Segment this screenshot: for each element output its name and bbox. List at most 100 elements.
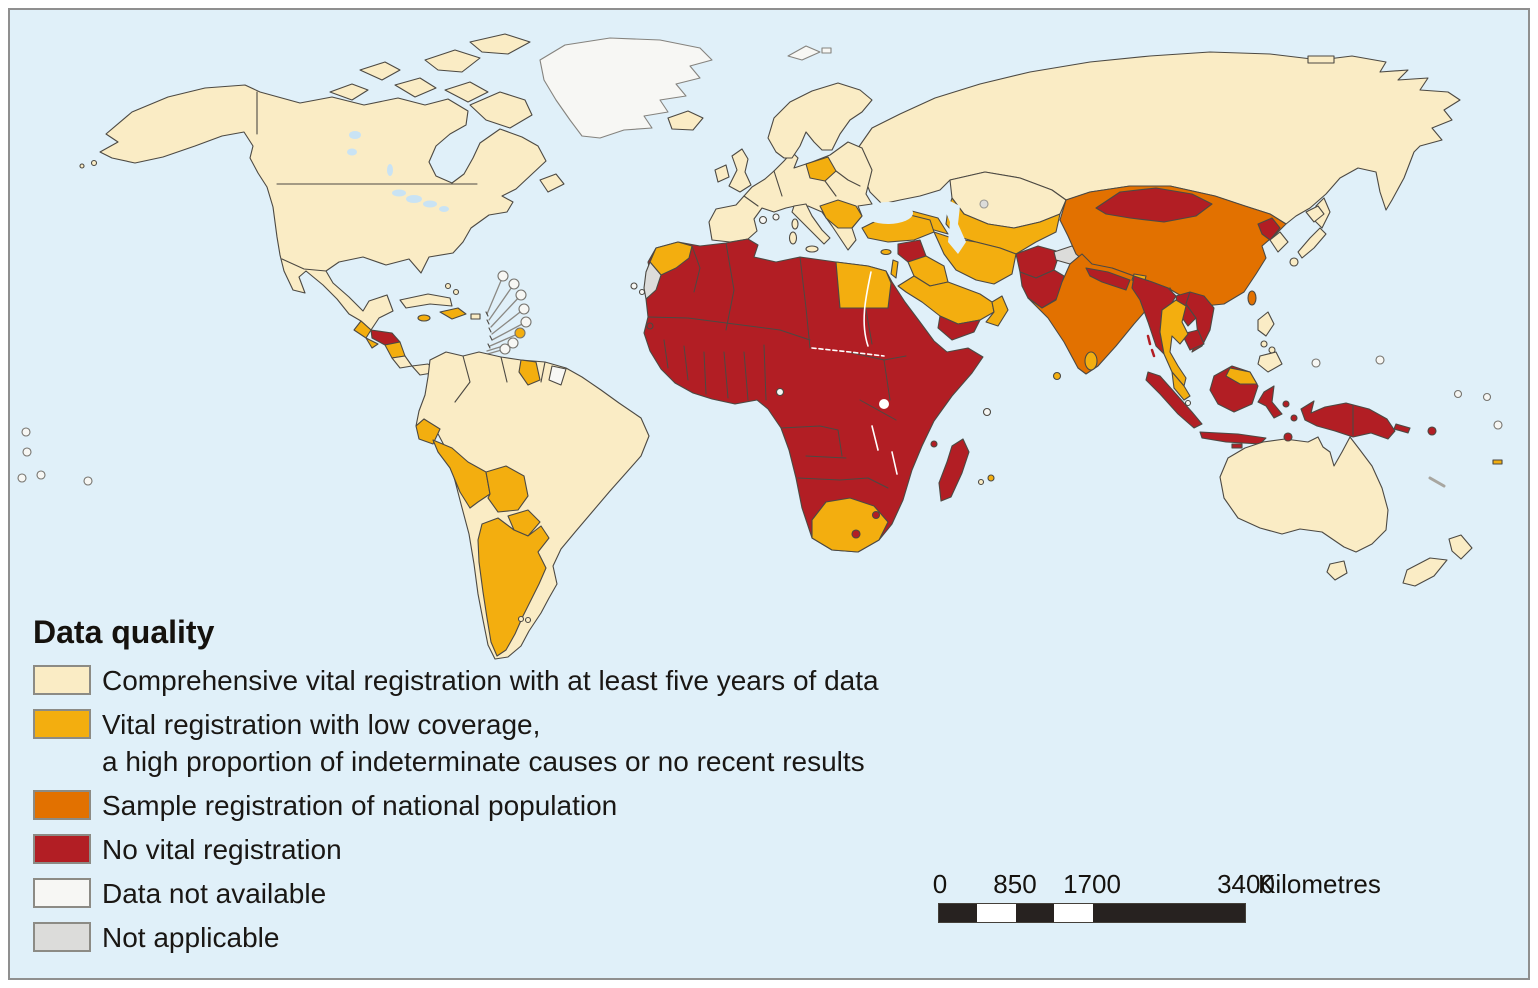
cyprus [880, 248, 892, 256]
sulawesi [1257, 385, 1283, 419]
australia [1219, 436, 1389, 553]
kyushu [1289, 257, 1299, 267]
egypt [835, 261, 892, 309]
argentina [477, 517, 550, 657]
legend-label-none: No vital registration [102, 834, 342, 865]
africa-rivers [811, 271, 898, 475]
thailand [1159, 299, 1189, 387]
malay-peninsula [1171, 371, 1191, 401]
canary-islet [638, 288, 646, 296]
solomon-dot-west [1283, 432, 1293, 442]
legend-swatch-not-applicable [33, 922, 91, 952]
mauritius [987, 474, 995, 482]
scandinavia [767, 82, 873, 159]
oman [985, 295, 1009, 327]
sri-lanka [1084, 351, 1098, 371]
great-lakes [347, 131, 449, 212]
new-britain [1393, 423, 1411, 434]
south-africa [811, 497, 889, 553]
luzon [1257, 311, 1275, 337]
yemen [937, 315, 981, 341]
comoros [930, 440, 938, 448]
marshall-circle [1482, 392, 1492, 402]
hawaii-circle-1 [21, 427, 31, 437]
hokkaido [1305, 205, 1325, 223]
tasmania [1326, 560, 1348, 581]
svalbard-islet [821, 47, 832, 54]
ecuador [415, 418, 441, 445]
legend-item-low-coverage: Vital registration with low coverage, a … [33, 706, 879, 780]
new-zealand-south [1402, 557, 1448, 587]
region-south-america [415, 351, 650, 660]
madagascar [938, 438, 970, 502]
legend-item-not-applicable: Not applicable [33, 919, 879, 956]
south-america-borders [454, 355, 546, 403]
honshu [1297, 227, 1327, 259]
legend-label-not-applicable: Not applicable [102, 922, 280, 953]
region-europe [667, 82, 873, 253]
balkans [819, 199, 863, 229]
bolivia [485, 465, 529, 513]
corsica [791, 218, 799, 230]
legend-item-none: No vital registration [33, 831, 879, 868]
sao-tome [775, 387, 785, 397]
lesotho [851, 529, 861, 539]
jamaica [417, 314, 431, 322]
legend-item-sample: Sample registration of national populati… [33, 787, 879, 824]
central-asia [945, 197, 1061, 255]
malta [772, 213, 780, 221]
lesser-antilles-leaders [483, 275, 527, 356]
sicily [805, 245, 819, 253]
western-sahara [643, 261, 662, 300]
canary-islands [630, 282, 638, 290]
israel-jordan-strip [890, 259, 899, 279]
scale-tick-1700: 1700 [1063, 869, 1121, 899]
vietnam [1185, 291, 1215, 353]
micronesia-circle-2 [1375, 355, 1385, 365]
wrangel-island [1307, 55, 1335, 64]
aral-sea [979, 199, 989, 209]
united-kingdom [728, 148, 752, 193]
legend-swatch-comprehensive [33, 665, 91, 695]
region-greenland [539, 37, 832, 139]
seychelles [982, 407, 992, 417]
hawaii-circle-2 [22, 447, 32, 457]
cuba [399, 293, 453, 309]
paraguay [507, 509, 541, 537]
legend-label-low-coverage-line1: Vital registration with low coverage, [102, 709, 541, 740]
scale-tick-3400: 3400 [1217, 869, 1275, 899]
new-zealand-north [1448, 534, 1473, 560]
moluccas-1 [1282, 400, 1290, 408]
falkland-east [524, 616, 532, 624]
sardinia [788, 231, 798, 245]
cape-verde [646, 322, 654, 330]
moluccas-2 [1290, 414, 1298, 422]
scale-tick-850: 850 [993, 869, 1037, 899]
legend: Data quality Comprehensive vital registr… [33, 614, 879, 963]
falkland-west [517, 615, 525, 623]
legend-label-low-coverage-line2: a high proportion of indeterminate cause… [102, 746, 865, 777]
scale-tick-0: 0 [932, 869, 948, 899]
legend-label-sample: Sample registration of national populati… [102, 790, 618, 821]
svalbard [787, 45, 821, 61]
pacific-circle-3 [17, 473, 27, 483]
legend-swatch-none [33, 834, 91, 864]
newfoundland [539, 173, 565, 193]
guyana [518, 359, 541, 386]
italy [791, 203, 831, 245]
micronesia-circle-3 [1453, 389, 1463, 399]
maldives [1052, 371, 1062, 381]
legend-item-comprehensive: Comprehensive vital registration with at… [33, 662, 879, 699]
region-central-america [353, 320, 439, 376]
black-sea [863, 202, 913, 224]
scale-bar-graphic [938, 903, 1246, 923]
puerto-rico [470, 313, 481, 320]
south-korea [1269, 231, 1289, 253]
pacific-islands [17, 355, 1503, 486]
mindanao [1257, 351, 1283, 373]
peru [432, 439, 491, 509]
region-east-asia [1059, 185, 1327, 315]
solomon-dot-east [1427, 426, 1437, 436]
